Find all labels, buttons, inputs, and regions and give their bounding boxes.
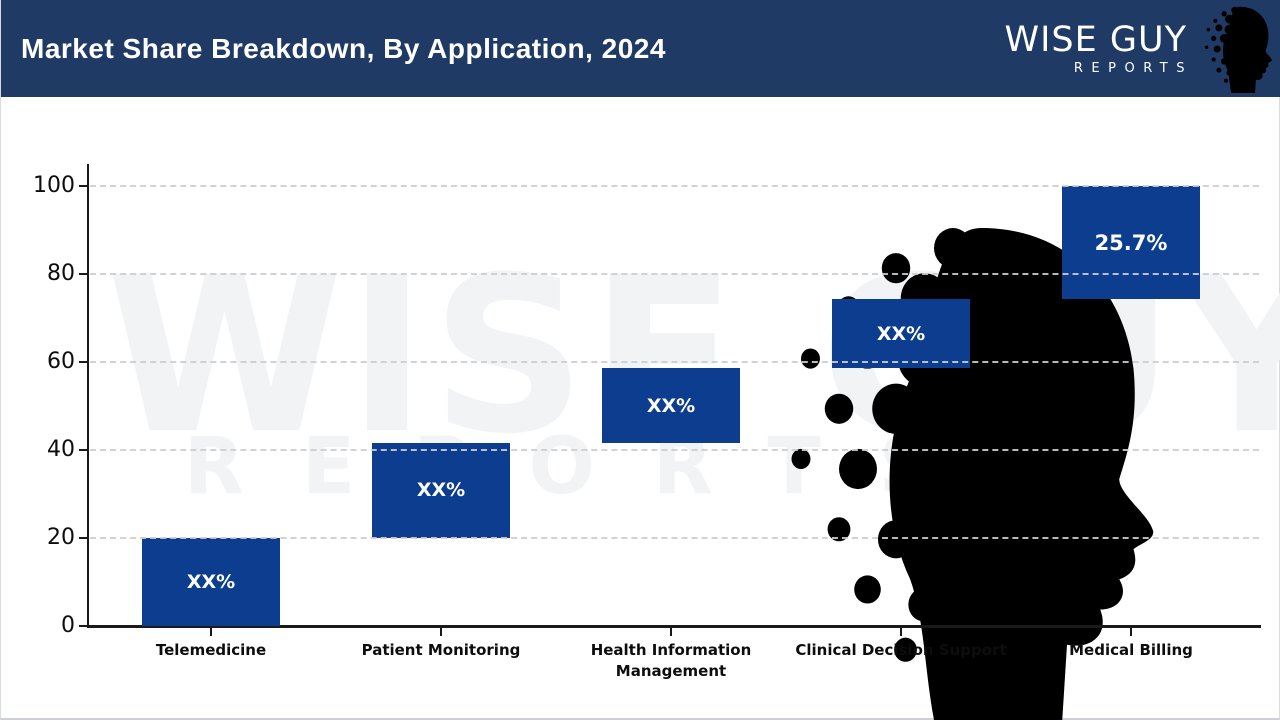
x-category-label: Patient Monitoring bbox=[361, 641, 521, 659]
x-axis-line bbox=[87, 625, 1261, 628]
y-tick-label: 100 bbox=[33, 173, 75, 198]
brand-name: WISE GUY bbox=[1004, 20, 1187, 61]
bar-value-label: XX% bbox=[416, 479, 466, 502]
x-category-label: Telemedicine bbox=[155, 641, 267, 659]
waterfall-bar: XX% bbox=[832, 299, 970, 369]
waterfall-bar: XX% bbox=[602, 368, 740, 443]
y-tick-label: 40 bbox=[47, 437, 75, 462]
y-tick-mark bbox=[79, 273, 87, 275]
x-tick-mark bbox=[1130, 628, 1132, 636]
x-category-label: Health Information Management bbox=[590, 641, 752, 680]
y-tick-label: 20 bbox=[47, 525, 75, 550]
bar-value-label: 25.7% bbox=[1094, 230, 1168, 255]
gridline bbox=[90, 185, 1259, 187]
x-tick-mark bbox=[210, 628, 212, 636]
header-bar: Market Share Breakdown, By Application, … bbox=[1, 0, 1280, 97]
waterfall-bar: XX% bbox=[372, 442, 510, 538]
x-tick-mark bbox=[670, 628, 672, 636]
x-tick-mark bbox=[900, 628, 902, 636]
wiseguy-head-icon bbox=[1189, 5, 1277, 93]
y-tick-mark bbox=[79, 625, 87, 627]
gridline bbox=[90, 361, 1259, 363]
y-tick-mark bbox=[79, 449, 87, 451]
brand-subtitle: REPORTS bbox=[1073, 60, 1193, 76]
y-tick-mark bbox=[79, 537, 87, 539]
bar-value-label: XX% bbox=[186, 571, 236, 593]
y-tick-label: 60 bbox=[47, 349, 75, 374]
bar-value-label: XX% bbox=[646, 394, 696, 417]
x-category-label: Medical Billing bbox=[1069, 641, 1193, 659]
gridline bbox=[90, 537, 1259, 539]
bar-value-label: XX% bbox=[876, 322, 926, 345]
brand-wordmark: WISE GUY REPORTS bbox=[1004, 22, 1187, 76]
y-axis-line bbox=[87, 164, 89, 628]
waterfall-bar: XX% bbox=[142, 538, 280, 626]
y-tick-label: 0 bbox=[61, 613, 75, 638]
x-category-label: Clinical Decision Support bbox=[795, 641, 1007, 659]
y-tick-mark bbox=[79, 185, 87, 187]
gridline bbox=[90, 449, 1259, 451]
y-tick-mark bbox=[79, 361, 87, 363]
brand-logo: WISE GUY REPORTS bbox=[1004, 4, 1277, 94]
y-tick-label: 80 bbox=[47, 261, 75, 286]
gridline bbox=[90, 273, 1259, 275]
x-tick-mark bbox=[440, 628, 442, 636]
waterfall-bar: 25.7% bbox=[1062, 186, 1200, 300]
watermark-reports: REPORTS bbox=[184, 422, 993, 512]
page-title: Market Share Breakdown, By Application, … bbox=[21, 32, 666, 64]
